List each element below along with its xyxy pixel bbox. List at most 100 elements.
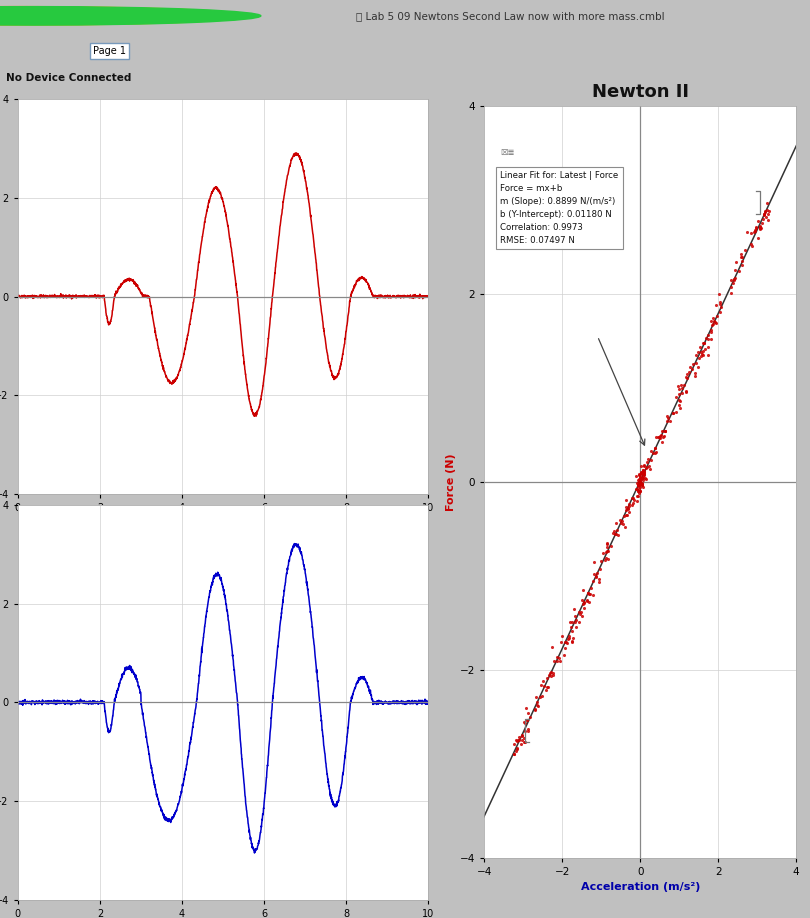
Point [636,468,649,483]
Point [633,476,646,491]
Point [637,459,650,474]
Point [692,345,705,360]
Text: ⎘ Lab 5 09 Newtons Second Law now with more mass.cmbl: ⎘ Lab 5 09 Newtons Second Law now with m… [356,11,665,21]
Circle shape [0,6,237,25]
Point [714,297,727,311]
Point [637,479,650,494]
Point [531,695,544,710]
Point [672,386,685,401]
Point [632,483,645,498]
Point [634,459,647,474]
Circle shape [0,6,261,25]
Point [637,470,650,485]
Point [754,218,767,233]
Point [565,615,578,630]
Point [632,484,645,498]
Point [688,366,701,381]
Point [599,553,612,567]
Point [541,671,554,686]
Point [686,356,699,371]
Point [619,520,632,534]
Point [707,314,720,329]
Point [648,446,661,461]
Point [588,554,601,569]
Point [633,484,646,498]
Point [756,216,769,230]
Point [632,476,645,491]
Point [518,731,531,745]
Point [508,746,521,761]
Point [593,571,606,586]
Point [558,635,571,650]
Point [601,537,614,552]
Point [556,629,569,644]
Point [611,522,624,537]
Point [522,724,535,739]
X-axis label: Acceleration (m/s²): Acceleration (m/s²) [581,881,700,891]
Point [654,429,667,443]
Point [630,494,643,509]
Point [652,430,665,444]
Point [645,453,658,468]
Point [635,472,648,487]
Point [680,366,693,381]
Point [680,384,693,398]
Point [518,724,531,739]
Point [569,620,582,634]
Point [586,588,599,603]
Point [577,582,590,597]
Point [620,508,633,522]
Point [676,381,688,396]
Point [536,674,549,688]
Point [518,715,531,730]
Point [563,628,576,643]
Point [636,463,649,477]
Point [756,211,769,226]
Point [762,212,775,227]
Point [674,394,687,409]
Point [599,551,612,565]
Point [545,668,558,683]
Point [576,609,589,623]
Point [673,382,686,397]
Point [593,562,606,577]
Point [658,429,671,443]
Point [510,742,523,756]
Point [635,465,648,479]
Point [710,315,723,330]
Point [724,273,737,287]
Point [637,466,650,481]
Point [568,601,581,616]
Point [714,295,727,309]
Point [659,424,671,439]
Point [633,471,646,486]
Point [639,471,652,486]
Point [758,204,771,218]
Point [753,221,766,236]
Point [754,219,767,234]
Point [670,405,683,420]
Point [630,481,643,496]
Point [569,613,582,628]
Point [560,635,573,650]
Point [735,258,748,273]
Point [633,481,646,496]
Point [590,565,603,580]
Point [633,474,646,488]
Point [651,430,664,444]
Point [659,424,671,439]
Point [604,539,617,554]
Point [641,452,654,466]
Point [706,317,719,331]
Point [573,605,586,620]
Point [633,475,646,489]
Point [610,526,623,541]
Point [629,468,642,483]
Point [621,501,634,516]
Point [622,505,635,520]
Point [706,310,719,325]
Text: Linear Fit for: Latest | Force
Force = mx+b
m (Slope): 0.8899 N/(m/s²)
b (Y-Inte: Linear Fit for: Latest | Force Force = m… [500,172,618,245]
Y-axis label: Force (N): Force (N) [446,453,456,510]
Point [576,593,589,608]
Point [623,498,636,513]
